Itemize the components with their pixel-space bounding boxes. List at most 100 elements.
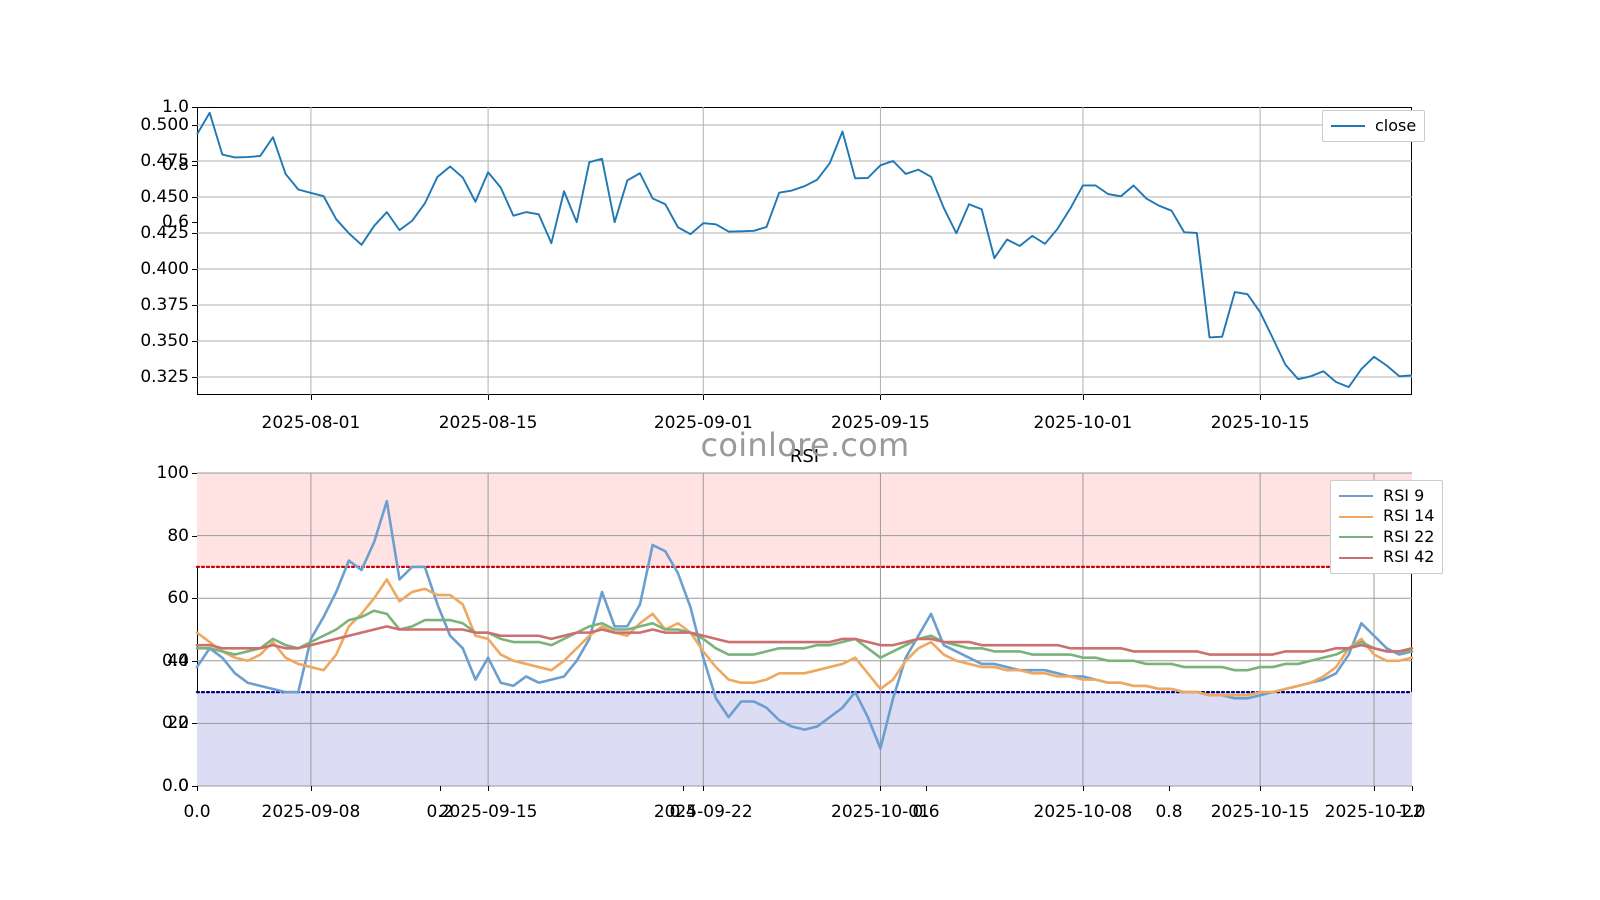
legend-swatch-rsi-14 (1339, 515, 1373, 518)
price-y-tick: 0.325 (140, 367, 189, 387)
price-axes (197, 107, 1412, 395)
price-y-tickmark (192, 269, 197, 270)
price-x-tick: 2025-08-01 (261, 413, 361, 433)
rsi-x-tickmark-secondary (440, 786, 441, 791)
rsi-x-tickmark-secondary (197, 786, 198, 791)
rsi-x-tickmark-secondary (926, 786, 927, 791)
rsi-x-tick: 2025-09-15 (438, 802, 538, 822)
rsi-x-tickmark-secondary (683, 786, 684, 791)
rsi-y-tickmark-secondary (192, 786, 197, 787)
rsi-y-tick: 100 (156, 463, 189, 483)
legend-row: RSI 9 (1339, 486, 1434, 506)
legend-label: RSI 14 (1383, 506, 1435, 526)
price-y-tick: 0.350 (140, 331, 189, 351)
rsi-x-tick: 2025-09-22 (653, 802, 753, 822)
rsi-x-tickmark (310, 786, 312, 791)
watermark-coinlore: coinlore.com (700, 426, 910, 464)
price-y-tick-secondary: 0.6 (161, 212, 189, 233)
price-y-tick: 0.375 (140, 295, 189, 315)
legend-row: RSI 42 (1339, 547, 1434, 567)
rsi-y-tick-secondary: 0.2 (161, 713, 189, 734)
rsi-x-tickmark (1374, 786, 1376, 791)
price-y-tickmark-secondary (192, 107, 197, 108)
price-y-tickmark (192, 233, 197, 234)
rsi-x-tick: 2025-09-08 (261, 802, 361, 822)
legend-row: RSI 14 (1339, 506, 1434, 526)
price-x-tick: 2025-09-15 (831, 413, 930, 433)
price-x-tick: 2025-09-01 (653, 413, 753, 433)
rsi-y-tickmark (192, 473, 197, 474)
rsi-x-tick-secondary: 0.8 (1155, 802, 1183, 822)
price-x-tickmark (488, 395, 490, 400)
rsi-x-tickmark (1260, 786, 1262, 791)
price-x-tickmark (310, 395, 312, 400)
legend-label: RSI 9 (1383, 486, 1425, 505)
rsi-x-tickmark (703, 786, 705, 791)
price-y-tickmark-secondary (192, 164, 197, 166)
price-x-tick: 2025-10-15 (1210, 413, 1310, 433)
rsi-x-tick: 2025-10-15 (1210, 802, 1310, 822)
price-legend[interactable]: close (1322, 110, 1426, 143)
price-x-tick: 2025-08-15 (438, 413, 538, 433)
legend-swatch-rsi-22 (1339, 536, 1373, 539)
legend-swatch-rsi-42 (1339, 556, 1373, 559)
rsi-x-tickmark (488, 786, 490, 791)
rsi-y-tick: 40 (167, 650, 189, 671)
price-x-tickmark (703, 395, 705, 400)
price-y-tickmark (192, 341, 197, 342)
price-y-tickmark-secondary (192, 222, 197, 224)
rsi-plot (195, 472, 1414, 787)
rsi-x-tick-secondary: 0.2 (426, 802, 454, 822)
rsi-legend[interactable]: RSI 9 RSI 14 RSI 22 RSI 42 (1330, 480, 1444, 574)
price-y-tick: 0.425 (140, 223, 189, 243)
rsi-x-tick: 2025-10-08 (1033, 802, 1133, 822)
rsi-x-tickmark-secondary (1169, 786, 1170, 791)
price-y-tick-secondary: 0.8 (161, 154, 189, 175)
rsi-x-tickmark-secondary (1412, 786, 1413, 791)
price-y-tick: 0.400 (140, 259, 189, 279)
price-y-tick: 0.475 (140, 151, 189, 171)
rsi-y-tick: 60 (167, 588, 189, 609)
rsi-y-tickmark (192, 535, 197, 537)
rsi-y-tick: 80 (167, 525, 189, 546)
rsi-y-tickmark-secondary (192, 723, 197, 725)
price-x-tickmark (1082, 395, 1084, 400)
legend-row: close (1331, 116, 1416, 136)
price-x-tickmark (880, 395, 882, 400)
price-plot (196, 107, 1413, 395)
legend-label: close (1375, 116, 1417, 135)
legend-swatch-rsi-9 (1339, 495, 1373, 498)
rsi-x-tick-secondary: 0.4 (669, 802, 697, 822)
price-close-line (196, 111, 1413, 389)
rsi-y-tick: 0 (178, 776, 189, 796)
price-y-tickmark (192, 197, 197, 198)
rsi-x-tick-secondary: 1.0 (1398, 802, 1426, 822)
rsi-x-tick-secondary: 0.6 (912, 802, 940, 822)
rsi-x-tick: 2025-10-01 (831, 802, 930, 822)
price-y-tick: 0.500 (140, 115, 189, 135)
rsi-y-tick: 20 (167, 713, 189, 734)
price-y-tick-secondary: 1.0 (161, 97, 189, 117)
rsi-x-tick-secondary: 0.0 (183, 802, 211, 822)
rsi-y-tick-secondary: 0.0 (161, 776, 189, 796)
price-x-tickmark (1260, 395, 1262, 400)
price-y-tickmark (192, 125, 197, 126)
rsi-series-3 (195, 625, 1414, 656)
price-x-tick: 2025-10-01 (1033, 413, 1133, 433)
legend-swatch-close (1331, 125, 1365, 128)
rsi-y-tickmark (192, 598, 197, 600)
price-y-tickmark (192, 305, 197, 306)
rsi-x-tickmark (1082, 786, 1084, 791)
rsi-title: RSI (789, 446, 820, 467)
rsi-y-tick-secondary: 0.4 (161, 650, 189, 671)
legend-label: RSI 42 (1383, 547, 1435, 567)
legend-label: RSI 22 (1383, 526, 1435, 546)
legend-row: RSI 22 (1339, 527, 1434, 547)
rsi-x-tickmark (880, 786, 882, 791)
price-y-tickmark (192, 377, 197, 378)
price-y-tickmark (192, 161, 197, 162)
price-y-tick: 0.450 (140, 187, 189, 207)
rsi-x-tick: 2025-10-22 (1324, 802, 1424, 822)
rsi-series-1 (195, 578, 1414, 697)
